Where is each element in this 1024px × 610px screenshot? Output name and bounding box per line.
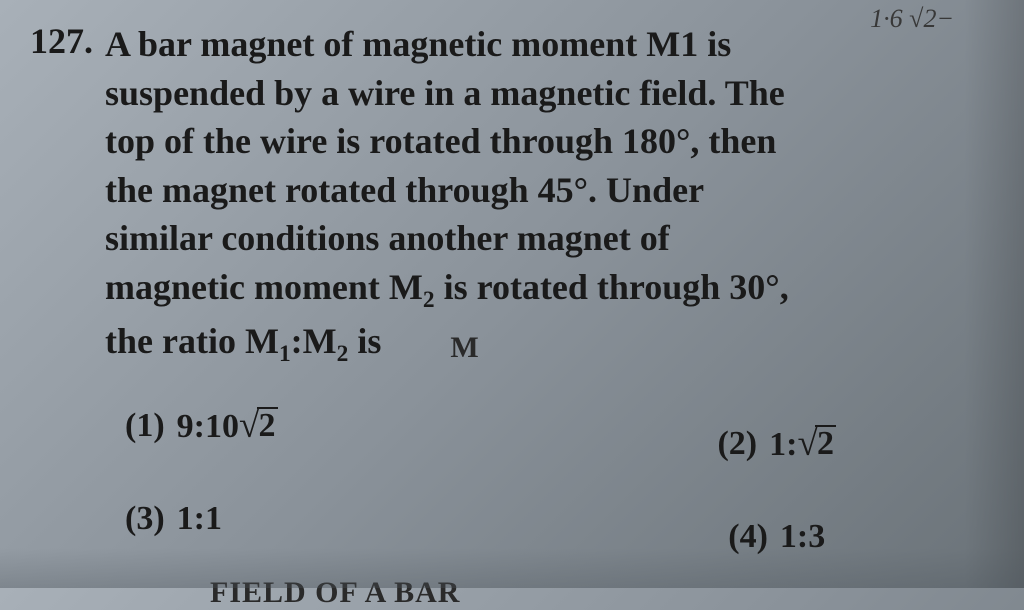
question-line-7-sub2: 2 (337, 341, 349, 367)
handwritten-annotation-m: M (450, 331, 478, 364)
question-number: 127. (30, 20, 93, 63)
option-3-label: (3) (125, 500, 165, 538)
question-line-7-pre: the ratio M (105, 321, 279, 361)
sqrt-icon: 2 (239, 407, 278, 444)
option-1: (1) 9:10 2 (125, 389, 520, 464)
option-2-sqrt: 2 (815, 425, 836, 461)
option-1-pre: 9:10 (177, 408, 239, 445)
option-2-pre: 1: (769, 426, 797, 463)
page-content: 1·6 √2− 127. A bar magnet of magnetic mo… (0, 0, 1024, 588)
footer-heading: FIELD OF A BAR (210, 576, 974, 610)
option-4: (4) 1:3 (580, 518, 975, 556)
question-line-1: A bar magnet of magnetic moment M1 is (105, 24, 731, 64)
option-2: (2) 1: 2 (580, 425, 975, 464)
options-grid: (1) 9:10 2 (2) 1: 2 (3) 1:1 (4) 1:3 (125, 389, 974, 556)
question-line-7-mid: :M (291, 321, 337, 361)
question-line-2: suspended by a wire in a magnetic field.… (105, 73, 785, 113)
sqrt-icon: 2 (797, 425, 836, 462)
question-line-6-pre: magnetic moment M (105, 267, 423, 307)
option-2-label: (2) (717, 425, 757, 463)
option-1-sqrt: 2 (257, 407, 278, 443)
question-line-7-post: is (348, 321, 381, 361)
question-text: A bar magnet of magnetic moment M1 is su… (105, 20, 789, 371)
question-line-5: similar conditions another magnet of (105, 218, 670, 258)
question-line-6-post: is rotated through 30°, (435, 267, 789, 307)
question-row: 127. A bar magnet of magnetic moment M1 … (30, 20, 974, 371)
option-3: (3) 1:1 (125, 482, 520, 556)
option-3-text: 1:1 (177, 500, 222, 538)
option-4-label: (4) (728, 518, 768, 556)
question-line-7-sub1: 1 (279, 341, 291, 367)
question-line-6-sub: 2 (423, 287, 435, 313)
option-4-text: 1:3 (780, 518, 825, 556)
handwritten-annotation-top: 1·6 √2− (870, 4, 954, 34)
option-1-label: (1) (125, 407, 165, 445)
question-line-3: top of the wire is rotated through 180°,… (105, 121, 776, 161)
question-line-4: the magnet rotated through 45°. Under (105, 170, 704, 210)
